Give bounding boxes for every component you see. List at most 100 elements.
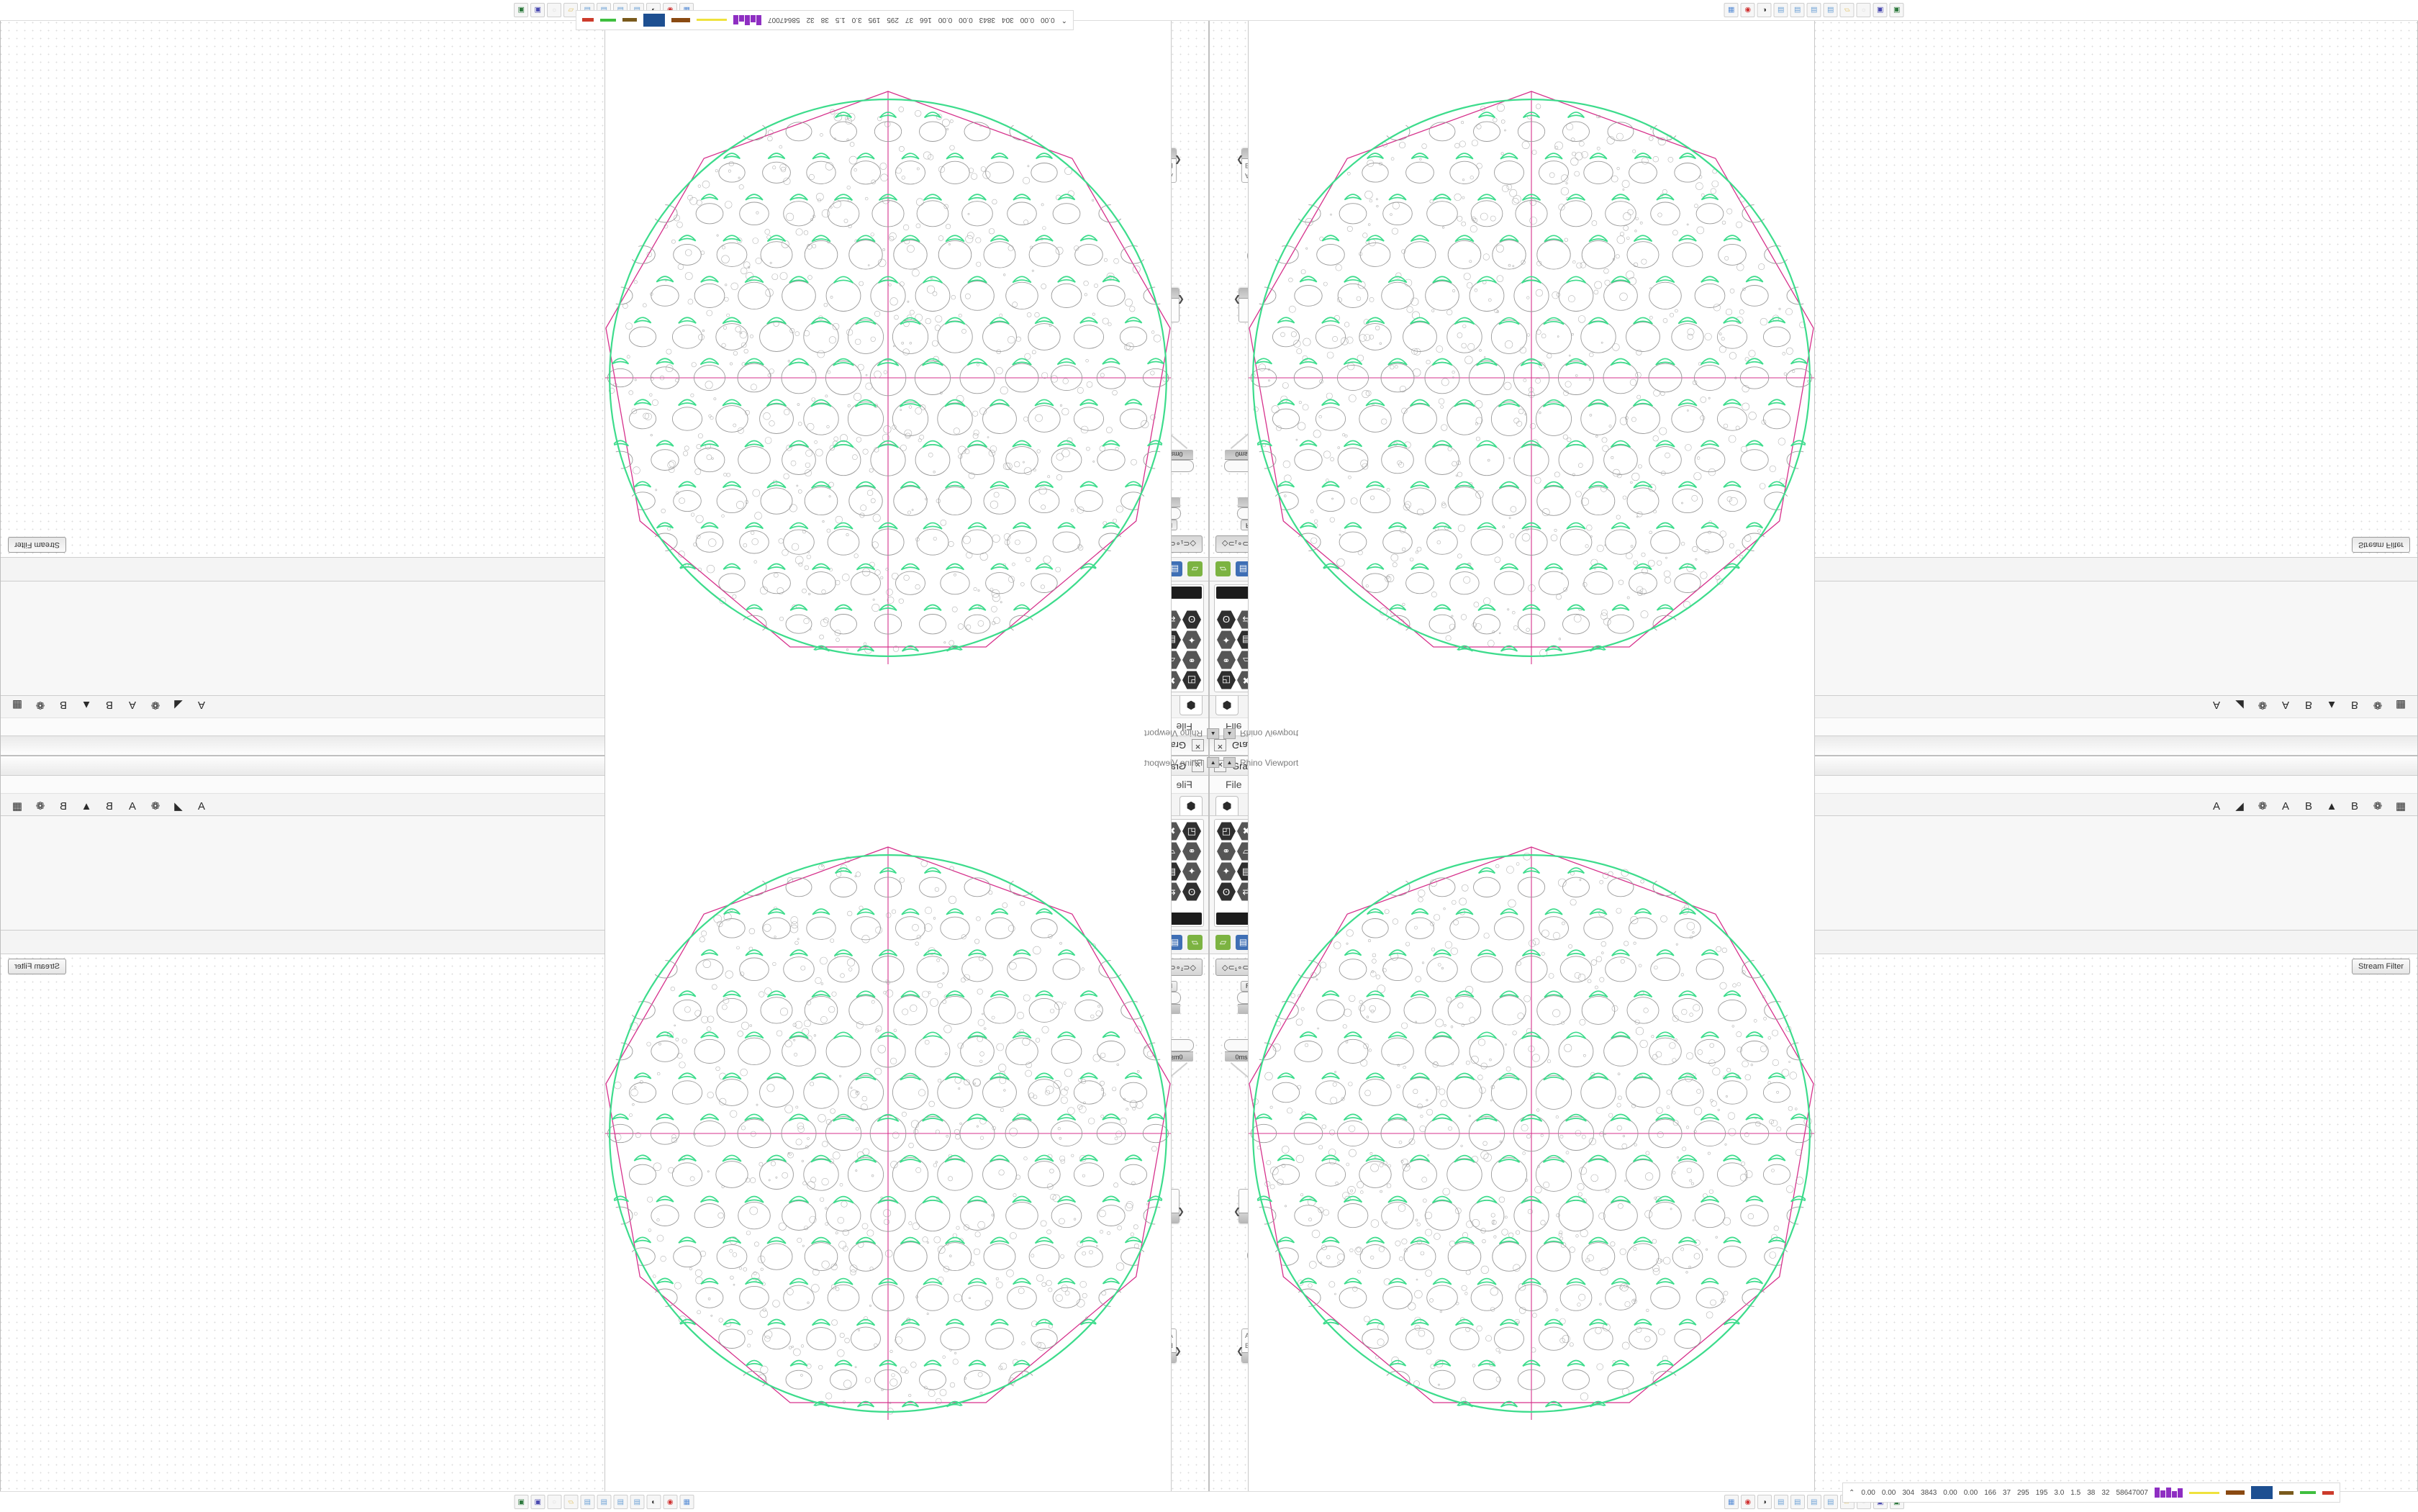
viewport-canvas-bottom[interactable] — [1249, 756, 1814, 1511]
ribbon-tab-right-0[interactable]: A — [191, 797, 212, 815]
disk-green-icon[interactable]: ▣ — [514, 3, 528, 17]
ribbon-tab-right-8[interactable]: ▦ — [6, 696, 28, 715]
open-icon[interactable]: ▱ — [1187, 935, 1203, 950]
node-icon[interactable]: ⚭ — [1217, 651, 1236, 669]
ribbon-tab-right-0[interactable]: A — [2206, 696, 2227, 715]
pin-icon[interactable]: ▲ — [1223, 757, 1236, 768]
notepad-icon[interactable]: ▤ — [1824, 1495, 1838, 1509]
stream-filter-button[interactable]: Stream Filter — [2352, 537, 2410, 553]
notepad-icon[interactable]: ▤ — [1807, 3, 1821, 17]
ribbon-tab-right-2[interactable]: ❁ — [2252, 797, 2273, 815]
notepad-icon[interactable]: ▤ — [1790, 3, 1805, 17]
menu-item-file[interactable]: File — [1226, 779, 1242, 790]
node-icon[interactable]: ⚭ — [1182, 651, 1201, 669]
ribbon-tab-0[interactable]: ⬢ — [1215, 696, 1239, 715]
ribbon-tab-right-8[interactable]: ▦ — [6, 797, 28, 815]
rhino-viewport-right[interactable] — [1248, 0, 1815, 1511]
viewport-canvas-top[interactable] — [605, 0, 1171, 756]
chevron-up-icon[interactable]: ⌃ — [1849, 1489, 1855, 1497]
calculator-icon[interactable]: ▦ — [1724, 3, 1739, 17]
ribbon-tab-right-4[interactable]: B — [2298, 797, 2319, 815]
media-icon[interactable]: ◉ — [1741, 1495, 1755, 1509]
disk-pa-icon[interactable]: ▣ — [530, 3, 545, 17]
ribbon-tab-right-5[interactable]: ▲ — [76, 797, 97, 815]
ribbon-tab-right-4[interactable]: B — [99, 696, 120, 715]
taskbar-top[interactable]: ▦◉◑▤▤▤▤▱○▣▣▦◉◑▤▤▤▤▱○▣▣ — [0, 0, 2418, 21]
blank-icon[interactable]: ○ — [547, 3, 561, 17]
stream-filter-button[interactable]: Stream Filter — [2352, 959, 2410, 974]
open-icon[interactable]: ▱ — [1215, 935, 1231, 950]
pin-icon[interactable]: ▲ — [1223, 728, 1236, 739]
folder-icon[interactable]: ▱ — [563, 1495, 578, 1509]
ribbon-tab-right-6[interactable]: B — [53, 696, 74, 715]
ribbon-tab-right-3[interactable]: A — [122, 797, 143, 815]
node-icon[interactable]: ⚭ — [1217, 842, 1236, 861]
node-input-jack[interactable]: ❮ — [1233, 1206, 1241, 1216]
viewport-label-top-left[interactable]: ▲ Rhino Viewport — [1144, 728, 1219, 739]
node-input-jack[interactable]: ❮ — [1174, 1346, 1182, 1356]
ribbon-tab-right-7[interactable]: ❁ — [2367, 696, 2388, 715]
ribbon-tab-right-5[interactable]: ▲ — [76, 696, 97, 715]
ribbon-tab-right-1[interactable]: ◢ — [2229, 797, 2250, 815]
menu-item-file[interactable]: File — [1176, 779, 1192, 790]
node-icon[interactable]: ⚭ — [1182, 842, 1201, 861]
folder-icon[interactable]: ▱ — [1840, 3, 1855, 17]
ribbon-tab-right-1[interactable]: ◢ — [168, 797, 189, 815]
ribbon-tab-right-5[interactable]: ▲ — [2321, 696, 2342, 715]
viewport-canvas-bottom[interactable] — [605, 756, 1171, 1511]
spiral-icon[interactable]: ʘ — [1217, 882, 1236, 901]
blank-icon[interactable]: ○ — [547, 1495, 561, 1509]
star-icon[interactable]: ✦ — [1182, 862, 1201, 881]
ribbon-tab-right-0[interactable]: A — [2206, 797, 2227, 815]
cube-icon[interactable]: ◰ — [1217, 671, 1236, 689]
blank-icon[interactable]: ○ — [1857, 3, 1871, 17]
viewport-label-bottom-right[interactable]: ▲ Rhino Viewport — [1223, 757, 1298, 768]
viewport-canvas-top[interactable] — [1249, 0, 1814, 756]
ribbon-tab-right-3[interactable]: A — [122, 696, 143, 715]
disk-green-icon[interactable]: ▣ — [514, 1495, 528, 1509]
pin-icon[interactable]: ▲ — [1207, 728, 1219, 739]
notepad-icon[interactable]: ▤ — [1774, 3, 1788, 17]
close-icon[interactable]: ✕ — [1192, 740, 1204, 752]
node-input-jack[interactable]: ❮ — [1236, 155, 1244, 166]
panda-icon[interactable]: ◑ — [1757, 3, 1772, 17]
rhino-viewport-left[interactable] — [604, 0, 1172, 1511]
ribbon-tab-right-1[interactable]: ◢ — [2229, 696, 2250, 715]
ribbon-tab-right-6[interactable]: B — [2344, 696, 2365, 715]
ribbon-tab-right-6[interactable]: B — [53, 797, 74, 815]
node-input-jack[interactable]: ❮ — [1236, 1346, 1244, 1356]
notepad-icon[interactable]: ▤ — [1807, 1495, 1821, 1509]
media-icon[interactable]: ◉ — [663, 1495, 677, 1509]
star-icon[interactable]: ✦ — [1182, 630, 1201, 649]
ribbon-tab-right-4[interactable]: B — [2298, 696, 2319, 715]
notepad-icon[interactable]: ▤ — [1824, 3, 1838, 17]
star-icon[interactable]: ✦ — [1217, 630, 1236, 649]
cube-icon[interactable]: ◰ — [1182, 822, 1201, 841]
ribbon-tab-right-2[interactable]: ❁ — [145, 797, 166, 815]
node-input-jack[interactable]: ❮ — [1177, 1206, 1185, 1216]
panda-icon[interactable]: ◑ — [1757, 1495, 1772, 1509]
disk-green-icon[interactable]: ▣ — [1890, 3, 1904, 17]
node-input-jack[interactable]: ❮ — [1233, 295, 1241, 305]
viewport-label-bottom-left[interactable]: ▲ Rhino Viewport — [1144, 757, 1219, 768]
notepad-icon[interactable]: ▤ — [597, 1495, 611, 1509]
ribbon-tab-right-2[interactable]: ❁ — [145, 696, 166, 715]
ribbon-tab-right-7[interactable]: ❁ — [2367, 797, 2388, 815]
notepad-icon[interactable]: ▤ — [630, 1495, 644, 1509]
ribbon-tab-right-1[interactable]: ◢ — [168, 696, 189, 715]
ribbon-tab-right-6[interactable]: B — [2344, 797, 2365, 815]
ribbon-tab-right-3[interactable]: A — [2275, 797, 2296, 815]
star-icon[interactable]: ✦ — [1217, 862, 1236, 881]
node-input-jack[interactable]: ❮ — [1177, 295, 1185, 305]
ribbon-tab-0[interactable]: ⬢ — [1179, 796, 1203, 815]
node-input-jack[interactable]: ❮ — [1174, 155, 1182, 166]
spiral-icon[interactable]: ʘ — [1217, 610, 1236, 629]
open-icon[interactable]: ▱ — [1215, 562, 1231, 577]
cube-icon[interactable]: ◰ — [1217, 822, 1236, 841]
notepad-icon[interactable]: ▤ — [1790, 1495, 1805, 1509]
stream-filter-button[interactable]: Stream Filter — [8, 537, 66, 553]
stream-filter-button[interactable]: Stream Filter — [8, 959, 66, 974]
calculator-icon[interactable]: ▦ — [1724, 1495, 1739, 1509]
ribbon-tab-0[interactable]: ⬢ — [1179, 696, 1203, 715]
notepad-icon[interactable]: ▤ — [580, 1495, 594, 1509]
